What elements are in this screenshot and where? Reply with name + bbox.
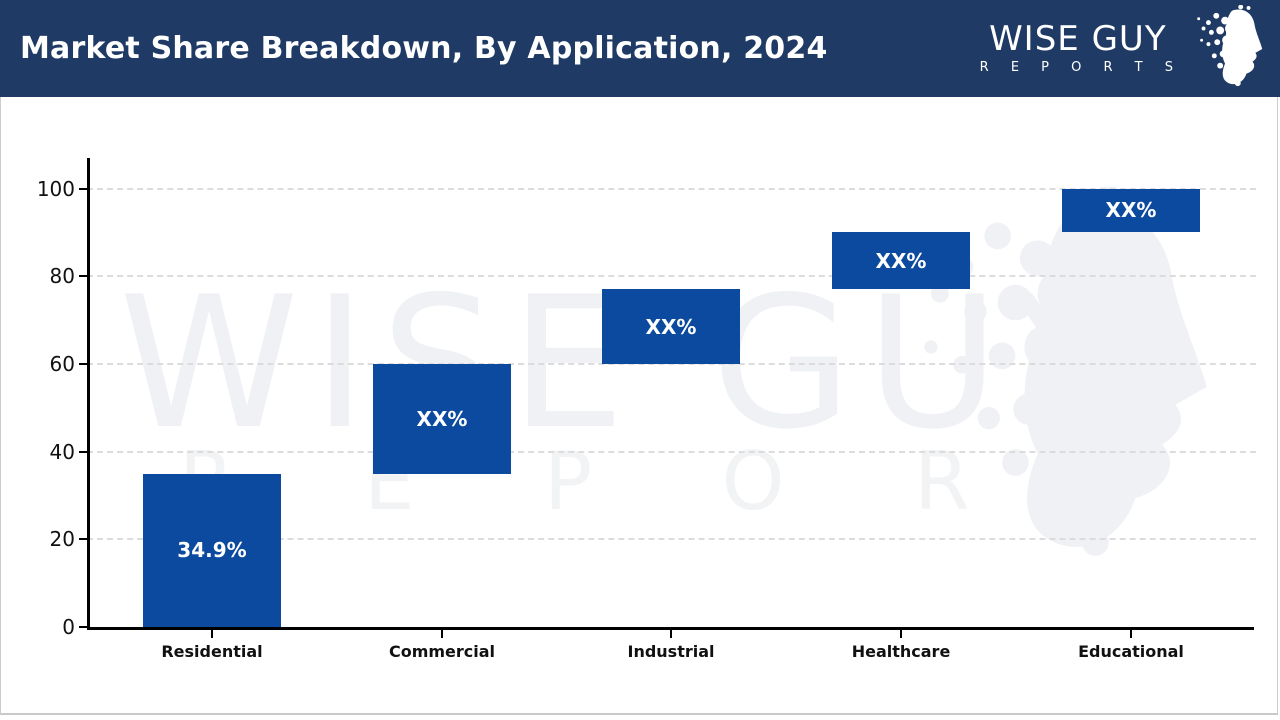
bar-value-label: 34.9% [177, 538, 247, 563]
x-tick [211, 630, 213, 638]
y-axis-line [87, 158, 90, 630]
y-tick [79, 362, 87, 365]
grid-line [87, 187, 1256, 190]
x-tick [670, 630, 672, 638]
x-tick-label-commercial: Commercial [388, 642, 496, 661]
y-tick-label: 0 [62, 615, 75, 639]
chart-title: Market Share Breakdown, By Application, … [20, 31, 828, 66]
head-profile-icon [1197, 4, 1263, 86]
y-tick [79, 187, 87, 190]
bar-value-label: XX% [875, 248, 927, 273]
bar-industrial: XX% [602, 289, 740, 364]
bar-value-label: XX% [645, 314, 697, 339]
bar-residential: 34.9% [143, 473, 281, 627]
logo-wordmark: WISE GUY [989, 19, 1167, 60]
x-tick [441, 630, 443, 638]
bar-educational: XX% [1062, 188, 1200, 233]
grid-line [87, 275, 1256, 278]
y-tick [79, 275, 87, 278]
bar-commercial: XX% [373, 363, 511, 474]
y-tick-label: 20 [49, 527, 75, 552]
y-tick [79, 626, 87, 628]
bar-healthcare: XX% [832, 232, 970, 290]
grid-line [87, 362, 1256, 365]
header-bar: Market Share Breakdown, By Application, … [0, 0, 1280, 97]
grid-line [87, 450, 1256, 453]
watermark-head-icon [911, 187, 1207, 556]
bar-value-label: XX% [1105, 198, 1157, 223]
x-tick [900, 630, 902, 638]
x-tick-label-industrial: Industrial [627, 642, 715, 661]
y-tick [79, 450, 87, 453]
bar-value-label: XX% [416, 406, 468, 431]
y-tick-label: 80 [49, 264, 75, 289]
y-tick-label: 60 [49, 351, 75, 376]
logo-subtitle: R E P O R T S [979, 59, 1182, 75]
x-axis-line [87, 627, 1254, 630]
y-tick [79, 538, 87, 541]
wise-guy-logo: WISE GUY R E P O R T S [974, 4, 1272, 93]
chart-panel: WISE GUY R E P O R T S 02040608010034.9%… [0, 97, 1278, 715]
x-tick-label-healthcare: Healthcare [851, 642, 951, 661]
x-tick-label-educational: Educational [1078, 642, 1184, 661]
grid-line [87, 538, 1256, 541]
y-tick-label: 40 [49, 439, 75, 464]
x-tick [1130, 630, 1132, 638]
x-tick-label-residential: Residential [161, 642, 263, 661]
logo-text: WISE GUY R E P O R T S [974, 19, 1182, 75]
y-tick-label: 100 [36, 176, 75, 201]
